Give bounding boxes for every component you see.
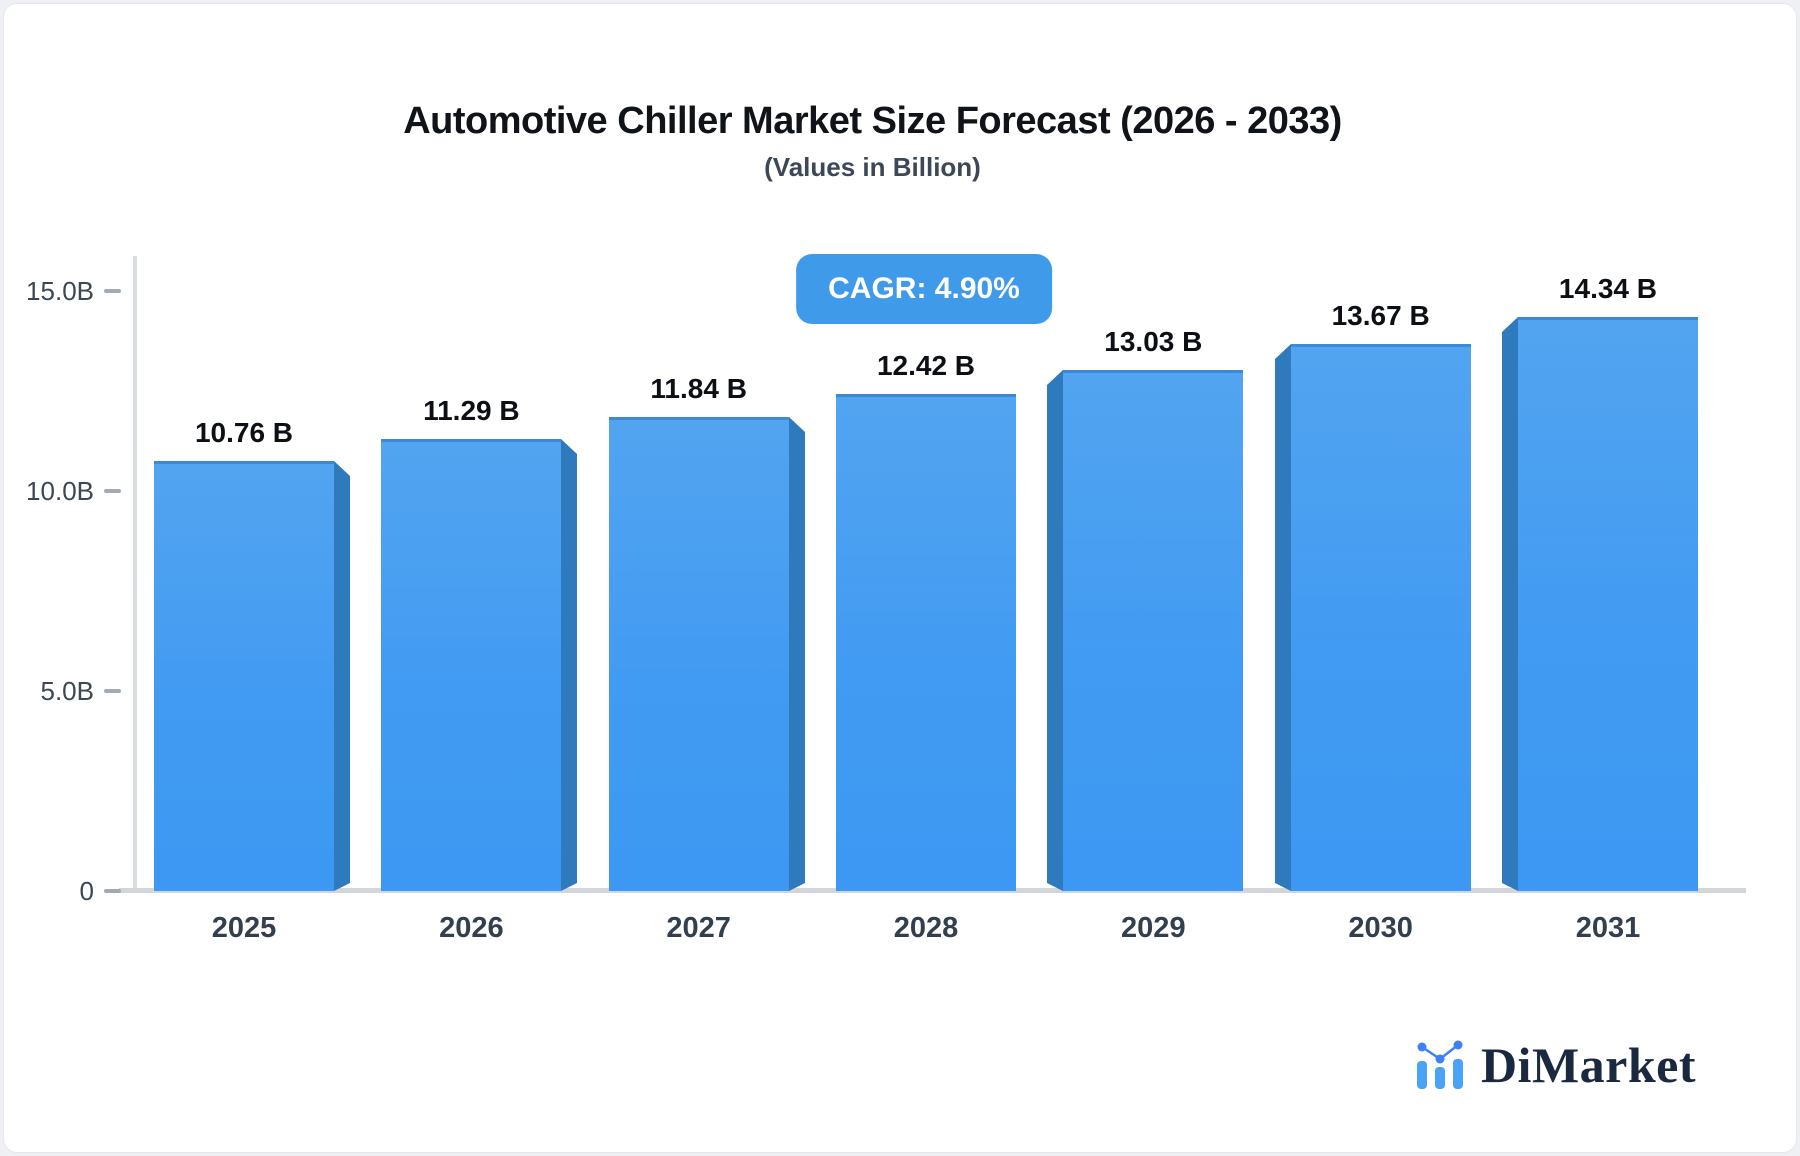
bar-value-label: 13.03 B: [1104, 326, 1203, 357]
bar-side-face: [1275, 344, 1291, 891]
cagr-badge: CAGR: 4.90%: [796, 254, 1052, 324]
chart-title: Automotive Chiller Market Size Forecast …: [403, 100, 1342, 142]
bar-2027: [609, 417, 789, 891]
y-tick-mark: [104, 489, 121, 493]
x-axis-category-label: 2027: [666, 912, 731, 944]
chart-subtitle: (Values in Billion): [764, 152, 981, 182]
bar-2028: [836, 394, 1016, 891]
bar-value-label: 13.67 B: [1331, 300, 1430, 331]
bar-side-face: [789, 417, 805, 891]
mini-bar-chart-logo-icon: [1416, 1040, 1463, 1089]
x-axis-category-label: 2025: [211, 912, 277, 944]
bar-value-label: 11.29 B: [423, 395, 520, 426]
brand-logo: DiMarket: [1415, 1039, 1696, 1091]
y-tick-mark: [104, 289, 121, 293]
y-tick-mark: [104, 889, 121, 893]
bar-value-label: 12.42 B: [876, 350, 976, 381]
y-tick-label: 5.0B: [40, 676, 95, 706]
bar-2029: [1063, 370, 1243, 891]
chart-card: Automotive Chiller Market Size Forecast …: [3, 3, 1797, 1153]
bar-side-face: [561, 439, 577, 891]
y-tick-label: 15.0B: [26, 276, 94, 306]
brand-logo-text: DiMarket: [1480, 1037, 1696, 1093]
y-tick-mark: [104, 689, 121, 693]
x-axis-category-label: 2026: [439, 912, 504, 944]
bar-value-label: 14.34 B: [1558, 273, 1658, 304]
bar-2031: [1518, 317, 1698, 891]
bar-value-label: 10.76 B: [194, 417, 294, 448]
bar-2025: [154, 461, 334, 891]
y-tick-label: 10.0B: [26, 476, 94, 506]
bar-value-label: 11.84 B: [650, 373, 747, 404]
x-axis-category-label: 2028: [893, 912, 959, 944]
bar-side-face: [1047, 370, 1063, 891]
y-axis-line: [133, 256, 137, 892]
bar-2030: [1291, 344, 1471, 891]
x-axis-category-label: 2029: [1121, 912, 1186, 944]
bar-2026: [381, 439, 561, 891]
y-tick-label: 0: [79, 876, 94, 906]
x-axis-category-label: 2030: [1348, 912, 1413, 944]
bar-side-face: [334, 461, 350, 891]
bar-side-face: [1502, 317, 1518, 891]
x-axis-category-label: 2031: [1575, 912, 1641, 944]
